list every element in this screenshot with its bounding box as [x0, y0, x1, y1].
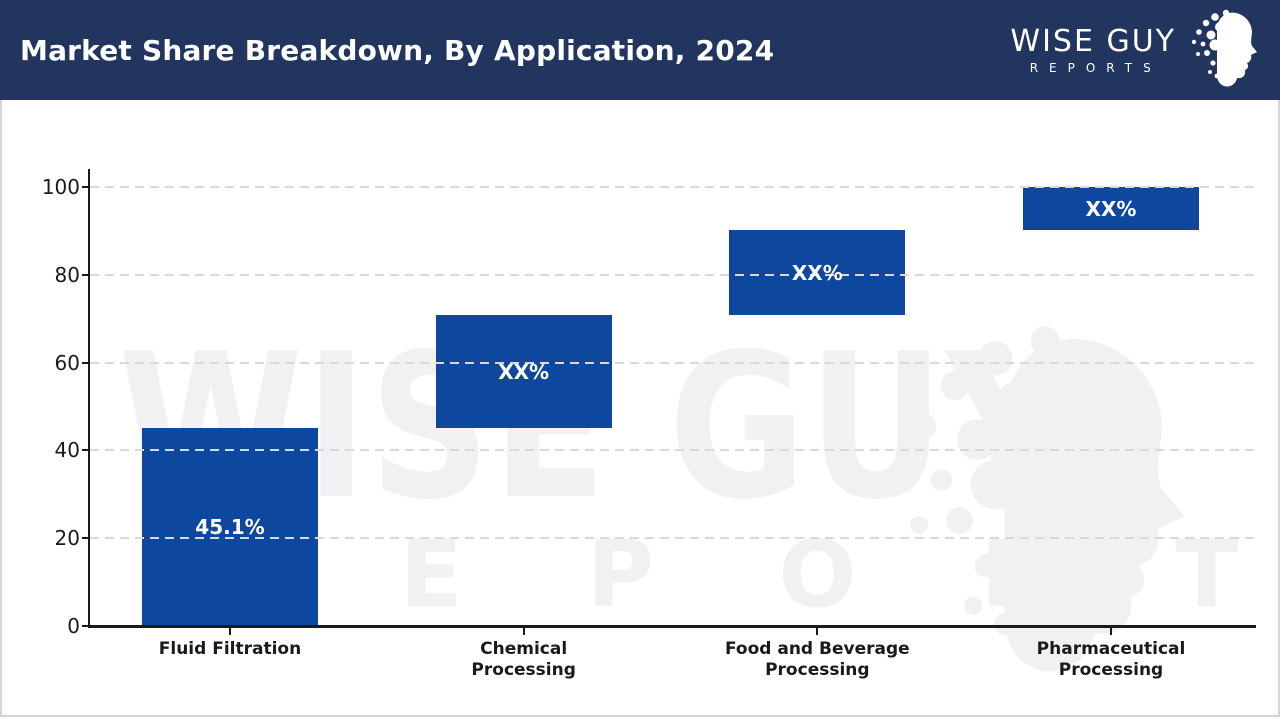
y-tick-label-20: 20 — [54, 526, 80, 551]
x-tickmark-1 — [229, 627, 231, 635]
x-tickmark-3 — [816, 627, 819, 635]
y-tick-label-100: 100 — [41, 175, 80, 199]
card-border-right — [1278, 100, 1280, 717]
card-border-left — [0, 100, 2, 717]
y-tickmark-40 — [82, 449, 90, 452]
x-category-label-1: Fluid Filtration — [158, 639, 302, 659]
logo-text: WISE GUY REPORTS — [1010, 23, 1176, 75]
gridline-60 — [90, 361, 1256, 364]
wiseguy-head-icon — [1191, 9, 1257, 87]
watermark-subtext: R E P O R T S — [205, 521, 1280, 628]
logo-subtext: REPORTS — [1029, 60, 1162, 75]
bar-value-label-2: XX% — [498, 359, 550, 384]
y-axis-line — [88, 169, 90, 628]
y-tickmark-100 — [82, 186, 90, 188]
x-tickmark-4 — [1110, 627, 1112, 635]
y-tickmark-0 — [82, 625, 90, 627]
x-tickmark-2 — [522, 627, 525, 635]
gridline-80 — [90, 273, 1256, 276]
y-tick-label-80: 80 — [54, 262, 80, 287]
y-tickmark-60 — [82, 361, 90, 364]
x-category-label-4: Pharmaceutical Processing — [1036, 639, 1186, 680]
x-category-label-2: Chemical Processing — [471, 639, 576, 680]
card-border-bottom — [0, 715, 1280, 717]
y-tick-label-0: 0 — [67, 614, 80, 638]
bar-1 — [142, 428, 318, 626]
chart-card: WISE GUY R E P O R T S 02040608010045.1%… — [0, 100, 1280, 717]
chart-title: Market Share Breakdown, By Application, … — [20, 33, 775, 67]
header-bar: Market Share Breakdown, By Application, … — [0, 0, 1280, 100]
y-tick-label-40: 40 — [54, 438, 80, 463]
bar-value-label-4: XX% — [1085, 196, 1137, 221]
y-tickmark-80 — [82, 273, 90, 276]
bar-4 — [1023, 187, 1199, 231]
bar-2 — [435, 315, 612, 428]
wiseguy-logo: WISE GUY REPORTS — [1010, 8, 1266, 92]
x-axis-line — [88, 625, 1256, 628]
y-tickmark-20 — [82, 537, 90, 540]
bar-3 — [729, 230, 906, 316]
logo-wordmark: WISE GUY — [1010, 23, 1176, 59]
y-tick-label-60: 60 — [54, 350, 80, 375]
bar-value-label-1: 45.1% — [195, 514, 265, 539]
gridline-40 — [90, 449, 1256, 452]
gridline-100 — [90, 186, 1256, 188]
bar-value-label-3: XX% — [791, 260, 843, 285]
x-category-label-3: Food and Beverage Processing — [724, 639, 910, 680]
gridline-20 — [90, 537, 1256, 540]
